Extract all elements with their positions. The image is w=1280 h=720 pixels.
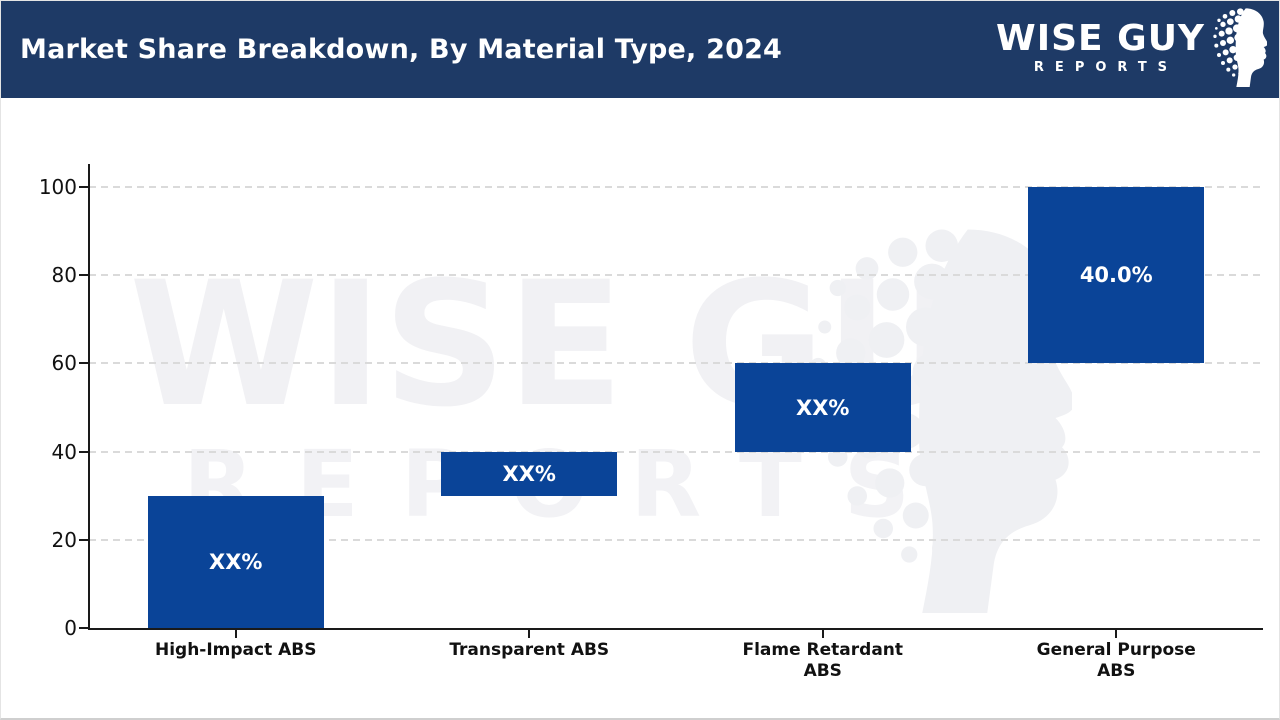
y-tick-label: 60 <box>51 351 77 376</box>
wise-guy-reports-logo: WISE GUY REPORTS <box>996 7 1267 87</box>
bar-value-label: XX% <box>209 549 263 574</box>
x-category-label-line: Transparent ABS <box>449 640 610 660</box>
y-tick-label: 20 <box>51 527 77 552</box>
x-category-label: Transparent ABS <box>409 640 649 661</box>
y-axis-line <box>88 164 90 630</box>
x-category-label-line: High-Impact ABS <box>154 640 317 660</box>
gridline <box>89 538 1263 541</box>
y-tick-mark <box>79 450 88 453</box>
y-tick-label: 40 <box>51 439 77 464</box>
logo-wordmark: WISE GUY <box>995 17 1205 59</box>
y-tick-label: 0 <box>64 616 77 640</box>
logo-subtitle: REPORTS <box>1033 59 1179 75</box>
x-tick-mark <box>234 630 237 638</box>
y-tick-label: 100 <box>38 175 77 199</box>
gridline <box>89 186 1263 188</box>
logo-text: WISE GUY REPORTS <box>995 17 1205 75</box>
y-tick-mark <box>79 186 88 188</box>
x-category-label-line: General Purpose <box>1036 640 1196 660</box>
x-category-label: General Purpose ABS <box>996 640 1236 682</box>
waterfall-bar-segment <box>441 451 618 496</box>
bar-value-label: 40.0% <box>1079 263 1153 288</box>
waterfall-bar-segment <box>734 363 911 452</box>
x-category-label-line: ABS <box>803 661 842 681</box>
page-title: Market Share Breakdown, By Material Type… <box>20 34 783 65</box>
gridline <box>89 450 1263 453</box>
waterfall-bar-segment <box>147 495 324 628</box>
x-tick-mark <box>528 630 531 638</box>
x-category-label: Flame Retardant ABS <box>703 640 943 682</box>
x-category-label: High-Impact ABS <box>116 640 356 661</box>
gridline <box>89 362 1263 365</box>
y-tick-mark <box>79 362 88 365</box>
waterfall-bar-segment <box>1028 187 1205 364</box>
x-category-label-line: ABS <box>1097 661 1136 681</box>
bar-value-label: XX% <box>502 461 556 486</box>
header-bar: Market Share Breakdown, By Material Type… <box>1 1 1279 98</box>
gridline <box>89 274 1263 277</box>
x-tick-mark <box>1115 630 1118 638</box>
x-axis-line <box>88 628 1263 630</box>
bar-value-label: XX% <box>796 395 850 420</box>
y-tick-label: 80 <box>51 263 77 288</box>
y-tick-mark <box>79 538 88 541</box>
x-tick-mark <box>821 630 824 638</box>
x-category-label-line: Flame Retardant <box>742 640 904 660</box>
y-tick-mark <box>79 274 88 277</box>
y-tick-mark <box>79 627 88 629</box>
